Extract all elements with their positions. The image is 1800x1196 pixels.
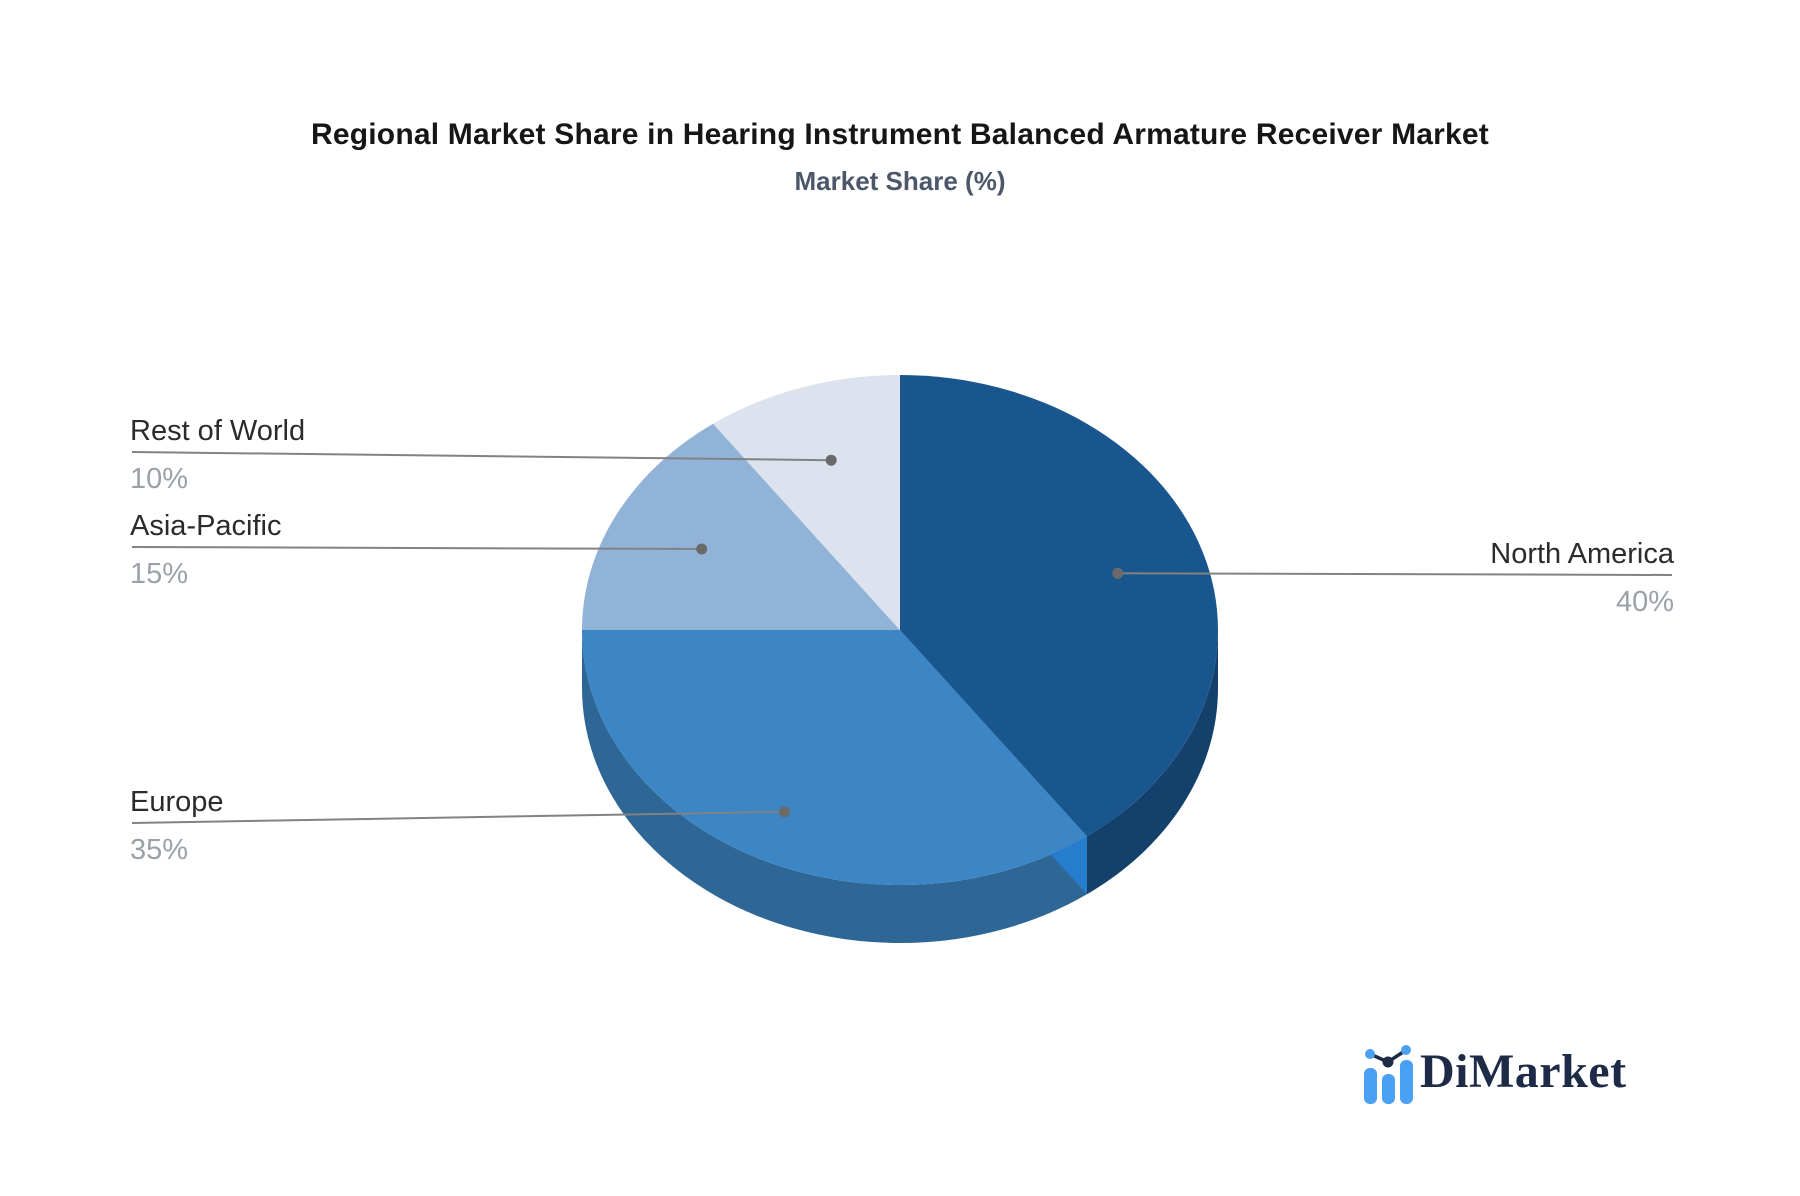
leader-dot-north-america [1112, 567, 1124, 579]
leader-line-europe [131, 810, 785, 824]
slice-side-europe [582, 630, 1087, 943]
leader-dot-rest-of-world [825, 454, 837, 466]
callout-rest-of-world: Rest of World 10% [130, 414, 750, 496]
slice-label: Rest of World [130, 415, 306, 447]
chart-title: Regional Market Share in Hearing Instrum… [310, 118, 1489, 151]
chart-subtitle: Market Share (%) [794, 166, 1006, 196]
leader-dot-asia-pacific [696, 543, 708, 555]
callout-north-america: North America 40% [1054, 537, 1674, 619]
logo-wordmark: DiMarket [1420, 1045, 1627, 1098]
slice-value: 10% [130, 463, 189, 495]
slice-europe[interactable] [582, 630, 1087, 885]
slice-label: North America [1490, 538, 1674, 570]
callout-asia-pacific: Asia-Pacific 15% [130, 509, 750, 591]
slice-rest-of-world[interactable] [713, 375, 900, 630]
leader-line-north-america [1117, 572, 1673, 576]
leader-line-asia-pacific [131, 546, 702, 550]
slice-north-america[interactable] [900, 375, 1218, 837]
slice-side-north-america [1086, 630, 1218, 895]
callout-europe: Europe 35% [130, 785, 750, 867]
slice-value: 15% [130, 558, 189, 590]
slice-value: 35% [130, 834, 189, 866]
dimarket-logo: DiMarket [1358, 1034, 1678, 1110]
slice-asia-pacific[interactable] [582, 423, 900, 630]
slice-value: 40% [1615, 586, 1674, 618]
leader-line-rest-of-world [131, 451, 832, 462]
leader-dot-europe [779, 806, 790, 818]
bar-line-chart-icon [1364, 1045, 1413, 1104]
slice-label: Asia-Pacific [130, 510, 282, 542]
slice-label: Europe [130, 786, 224, 818]
